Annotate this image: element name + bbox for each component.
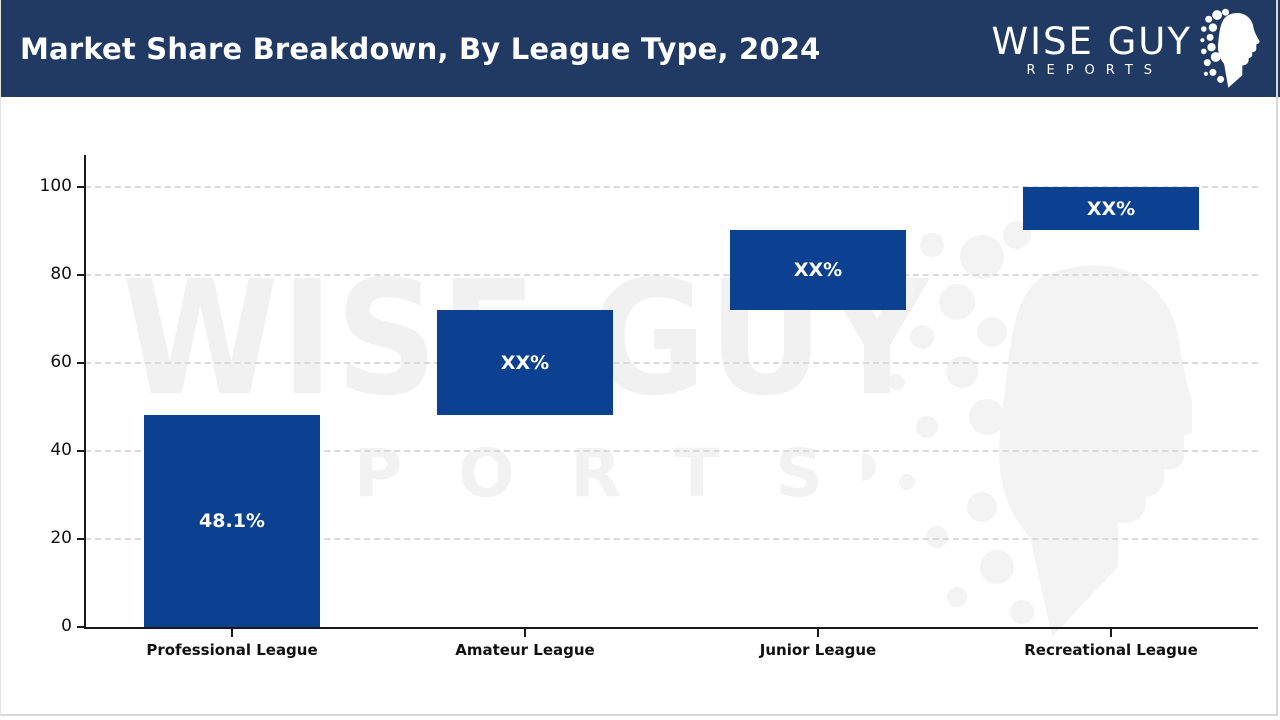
gridline (85, 362, 1258, 364)
y-tick-mark (77, 450, 85, 452)
bar-value-label: XX% (1086, 197, 1136, 220)
y-tick-mark (77, 274, 85, 276)
brand-logo-text: WISE GUY REPORTS (991, 19, 1192, 79)
y-tick-label: 20 (50, 528, 72, 548)
bar-amateur-league: XX% (437, 310, 613, 415)
y-tick-label: 40 (50, 440, 72, 460)
x-tick-mark (231, 629, 233, 637)
brand-subtitle: REPORTS (1026, 63, 1164, 79)
gridline (85, 538, 1258, 540)
y-tick-label: 60 (50, 352, 72, 372)
x-axis-line (84, 627, 1258, 629)
y-tick-mark (77, 186, 85, 188)
page-title: Market Share Breakdown, By League Type, … (20, 31, 821, 66)
y-tick-mark (77, 538, 85, 540)
y-tick-label: 100 (39, 176, 72, 196)
gridline (85, 186, 1258, 188)
gridline (85, 274, 1258, 276)
gridline (85, 450, 1258, 452)
y-tick-label: 80 (50, 264, 72, 284)
bar-junior-league: XX% (730, 230, 906, 310)
bar-value-label: XX% (500, 351, 550, 374)
chart-area: WISE GUY REPORTS 0 20 40 60 80 100 48.1% Profes… (0, 97, 1280, 716)
y-tick-mark (77, 362, 85, 364)
header-bar: Market Share Breakdown, By League Type, … (0, 0, 1280, 97)
x-category-label: Recreational League (1024, 641, 1198, 659)
bar-value-label: XX% (793, 259, 843, 281)
brand-logo: WISE GUY REPORTS (992, 8, 1262, 92)
y-tick-label: 0 (61, 616, 72, 636)
x-category-label: Professional League (146, 641, 318, 659)
bar-recreational-league: XX% (1023, 187, 1199, 230)
x-tick-mark (1110, 629, 1112, 637)
y-tick-mark (77, 626, 85, 628)
bar-value-label: 48.1% (199, 510, 265, 532)
bar-professional-league: 48.1% (144, 415, 320, 627)
x-tick-mark (524, 629, 526, 637)
head-profile-logo-icon (1200, 8, 1260, 88)
watermark-head-icon (862, 221, 1192, 637)
x-category-label: Junior League (759, 641, 877, 659)
x-tick-mark (817, 629, 819, 637)
y-axis-line (84, 155, 86, 629)
x-category-label: Amateur League (455, 641, 595, 659)
brand-name: WISE GUY (991, 19, 1192, 63)
